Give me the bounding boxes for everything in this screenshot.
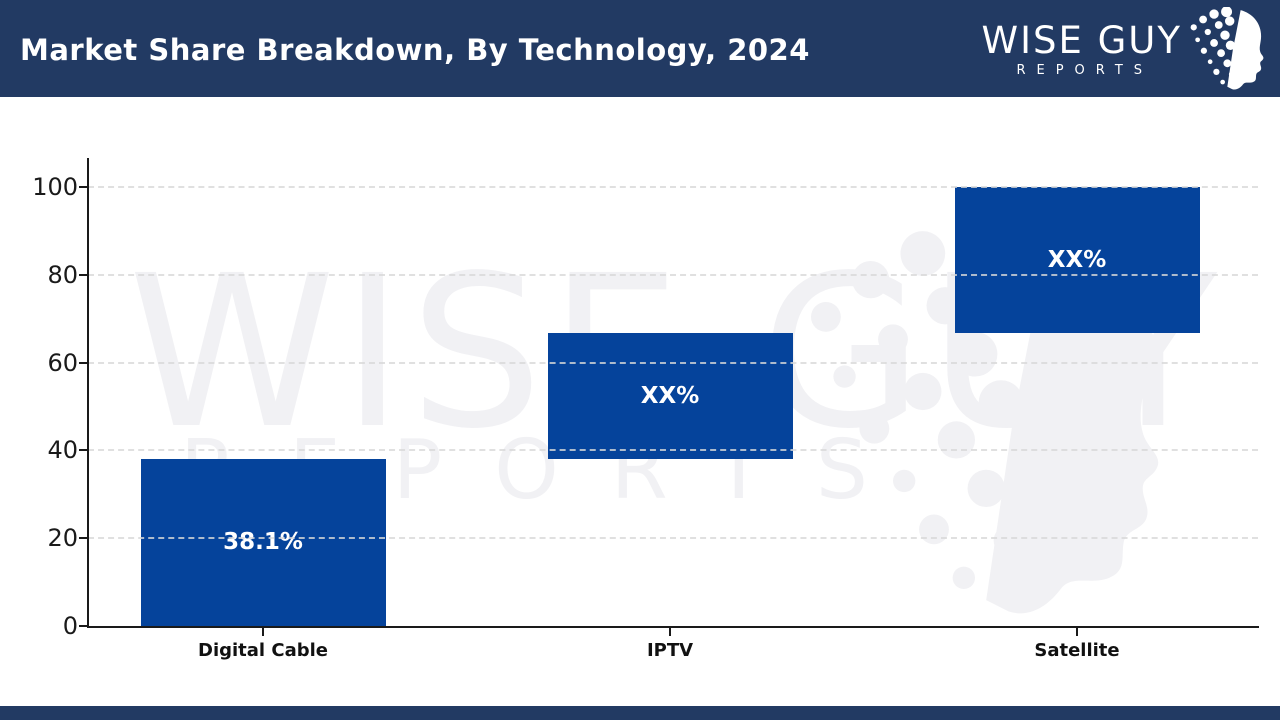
gridline <box>88 537 1258 540</box>
header-bar: Market Share Breakdown, By Technology, 2… <box>0 0 1280 97</box>
x-category-label: Satellite <box>1034 640 1120 661</box>
y-tick-mark <box>79 537 88 540</box>
y-tick-mark <box>79 273 88 276</box>
wiseguy-logo: WISE GUY REPORTS <box>982 4 1268 94</box>
y-tick-mark <box>79 361 88 364</box>
gridline <box>88 449 1258 452</box>
bar-digital-cable: 38.1% <box>140 458 386 626</box>
bar-iptv: XX% <box>547 333 793 459</box>
footer-bar <box>0 706 1280 720</box>
y-axis-line <box>87 158 89 628</box>
x-axis-line <box>87 626 1259 628</box>
chart-title: Market Share Breakdown, By Technology, 2… <box>20 33 810 67</box>
y-tick-label: 0 <box>62 612 78 640</box>
gridline <box>88 361 1258 364</box>
bar-value-label: 38.1% <box>223 529 303 556</box>
x-tick-mark <box>1076 628 1078 636</box>
logo-text: WISE GUY REPORTS <box>982 22 1182 78</box>
y-tick-mark <box>79 625 88 627</box>
logo-wordmark: WISE GUY <box>981 19 1182 62</box>
x-tick-mark <box>669 628 671 636</box>
y-tick-label: 80 <box>47 260 78 289</box>
y-tick-label: 20 <box>47 524 78 553</box>
bar-value-label: XX% <box>640 382 700 409</box>
y-tick-mark <box>79 186 88 188</box>
gridline <box>88 186 1258 188</box>
y-tick-label: 40 <box>47 436 78 465</box>
y-tick-label: 100 <box>32 173 78 201</box>
y-tick-mark <box>79 449 88 452</box>
bar-value-label: XX% <box>1047 247 1107 274</box>
x-tick-mark <box>262 628 264 636</box>
x-category-label: Digital Cable <box>198 640 328 661</box>
bar-satellite: XX% <box>954 187 1200 334</box>
y-tick-label: 60 <box>47 348 78 377</box>
x-category-label: IPTV <box>646 640 694 661</box>
gridline <box>88 273 1258 276</box>
wiseguy-face-icon <box>1190 7 1264 90</box>
logo-subtitle: REPORTS <box>1016 63 1154 78</box>
